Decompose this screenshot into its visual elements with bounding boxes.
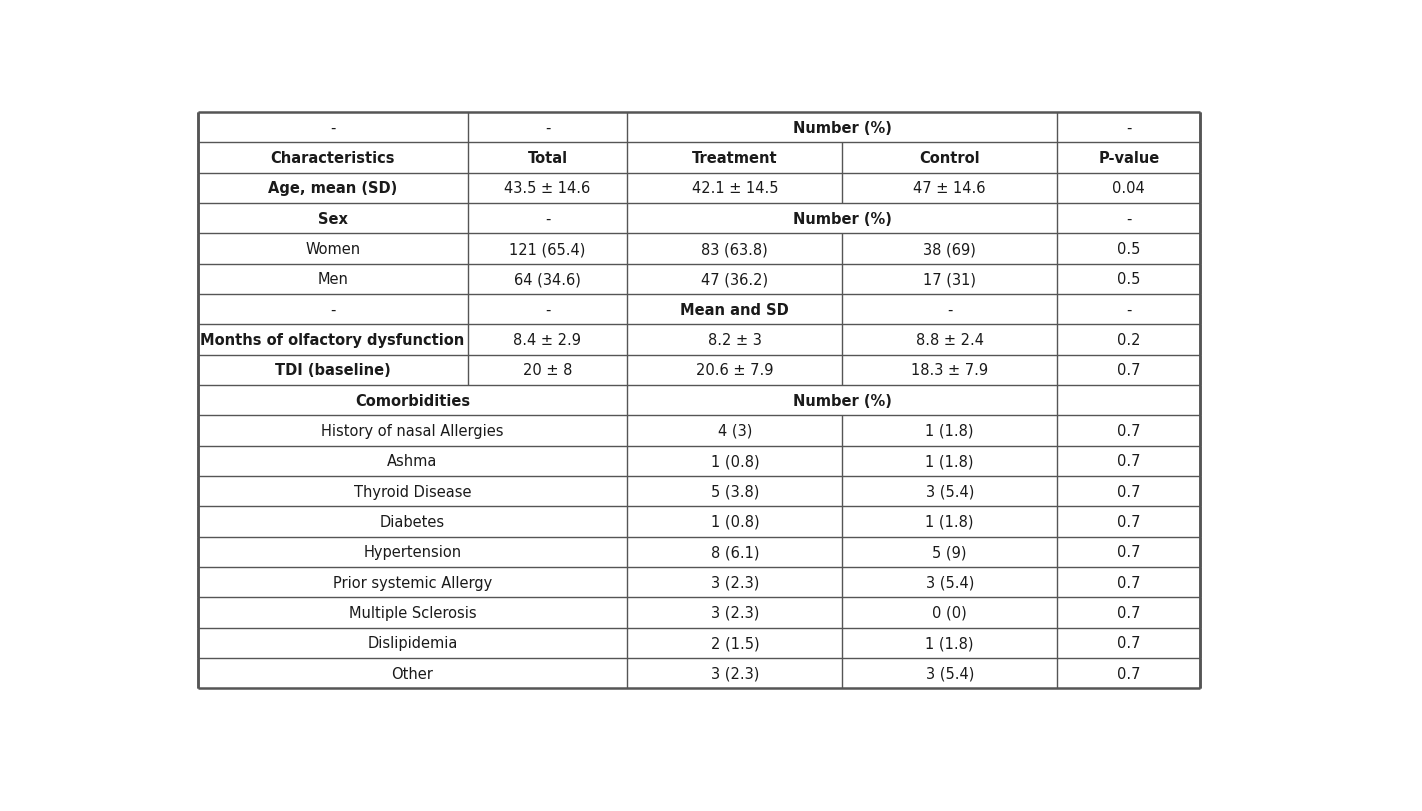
- Text: Dislipidemia: Dislipidemia: [367, 636, 458, 650]
- Text: 83 (63.8): 83 (63.8): [701, 242, 768, 257]
- Text: 47 (36.2): 47 (36.2): [701, 272, 768, 287]
- Text: Characteristics: Characteristics: [270, 151, 395, 166]
- Text: 0.7: 0.7: [1118, 666, 1140, 680]
- Text: 0.7: 0.7: [1118, 575, 1140, 590]
- Text: 121 (65.4): 121 (65.4): [509, 242, 586, 257]
- Text: 8.4 ± 2.9: 8.4 ± 2.9: [513, 333, 582, 348]
- Text: Treatment: Treatment: [693, 151, 778, 166]
- Text: -: -: [330, 303, 336, 317]
- Text: 43.5 ± 14.6: 43.5 ± 14.6: [505, 181, 590, 196]
- Text: 8 (6.1): 8 (6.1): [711, 545, 759, 560]
- Text: 0.5: 0.5: [1118, 242, 1140, 257]
- Text: 8.8 ± 2.4: 8.8 ± 2.4: [916, 333, 984, 348]
- Text: Ashma: Ashma: [387, 453, 438, 469]
- Text: 3 (2.3): 3 (2.3): [711, 575, 759, 590]
- Text: 0.7: 0.7: [1118, 636, 1140, 650]
- Text: 4 (3): 4 (3): [718, 423, 752, 439]
- Text: Diabetes: Diabetes: [380, 514, 445, 530]
- Text: Number (%): Number (%): [793, 393, 892, 408]
- Text: Thyroid Disease: Thyroid Disease: [354, 484, 471, 499]
- Text: TDI (baseline): TDI (baseline): [274, 363, 391, 378]
- Text: 0.2: 0.2: [1118, 333, 1140, 348]
- Text: 0.04: 0.04: [1112, 181, 1145, 196]
- Text: 0.7: 0.7: [1118, 545, 1140, 560]
- Text: -: -: [545, 121, 550, 135]
- Text: Age, mean (SD): Age, mean (SD): [267, 181, 397, 196]
- Text: Number (%): Number (%): [793, 121, 892, 135]
- Text: 0.7: 0.7: [1118, 484, 1140, 499]
- Text: Multiple Sclerosis: Multiple Sclerosis: [348, 605, 476, 620]
- Text: 0.7: 0.7: [1118, 453, 1140, 469]
- Text: 5 (9): 5 (9): [933, 545, 967, 560]
- Text: -: -: [1126, 121, 1132, 135]
- Text: Hypertension: Hypertension: [364, 545, 462, 560]
- Text: History of nasal Allergies: History of nasal Allergies: [321, 423, 503, 439]
- Text: Number (%): Number (%): [793, 212, 892, 226]
- Text: P-value: P-value: [1098, 151, 1159, 166]
- Text: Mean and SD: Mean and SD: [681, 303, 789, 317]
- Text: Months of olfactory dysfunction: Months of olfactory dysfunction: [201, 333, 465, 348]
- Text: 5 (3.8): 5 (3.8): [711, 484, 759, 499]
- Text: 0.7: 0.7: [1118, 605, 1140, 620]
- Text: 1 (1.8): 1 (1.8): [926, 514, 974, 530]
- Text: Other: Other: [391, 666, 434, 680]
- Text: 64 (34.6): 64 (34.6): [513, 272, 582, 287]
- Text: Men: Men: [317, 272, 348, 287]
- Text: 3 (5.4): 3 (5.4): [926, 575, 974, 590]
- Text: -: -: [545, 212, 550, 226]
- Text: -: -: [1126, 303, 1132, 317]
- Text: 0 (0): 0 (0): [933, 605, 967, 620]
- Text: 0.7: 0.7: [1118, 514, 1140, 530]
- Text: Sex: Sex: [317, 212, 347, 226]
- Text: 20.6 ± 7.9: 20.6 ± 7.9: [697, 363, 774, 378]
- Text: 47 ± 14.6: 47 ± 14.6: [913, 181, 985, 196]
- Text: Comorbidities: Comorbidities: [356, 393, 471, 408]
- Text: Total: Total: [528, 151, 567, 166]
- Text: 3 (5.4): 3 (5.4): [926, 666, 974, 680]
- Text: -: -: [330, 121, 336, 135]
- Text: 20 ± 8: 20 ± 8: [523, 363, 572, 378]
- Text: 8.2 ± 3: 8.2 ± 3: [708, 333, 762, 348]
- Text: 1 (0.8): 1 (0.8): [711, 514, 759, 530]
- Text: 18.3 ± 7.9: 18.3 ± 7.9: [912, 363, 988, 378]
- Text: 0.5: 0.5: [1118, 272, 1140, 287]
- Text: 0.7: 0.7: [1118, 363, 1140, 378]
- Text: Control: Control: [920, 151, 980, 166]
- Text: 1 (1.8): 1 (1.8): [926, 636, 974, 650]
- Text: 0.7: 0.7: [1118, 423, 1140, 439]
- Text: 1 (0.8): 1 (0.8): [711, 453, 759, 469]
- Text: 2 (1.5): 2 (1.5): [711, 636, 759, 650]
- Text: 3 (2.3): 3 (2.3): [711, 605, 759, 620]
- Text: 1 (1.8): 1 (1.8): [926, 453, 974, 469]
- Text: Women: Women: [306, 242, 360, 257]
- Text: 38 (69): 38 (69): [923, 242, 975, 257]
- Text: 1 (1.8): 1 (1.8): [926, 423, 974, 439]
- Text: -: -: [947, 303, 953, 317]
- Text: -: -: [545, 303, 550, 317]
- Text: 3 (2.3): 3 (2.3): [711, 666, 759, 680]
- Text: Prior systemic Allergy: Prior systemic Allergy: [333, 575, 492, 590]
- Text: 17 (31): 17 (31): [923, 272, 977, 287]
- Text: 3 (5.4): 3 (5.4): [926, 484, 974, 499]
- Text: 42.1 ± 14.5: 42.1 ± 14.5: [691, 181, 778, 196]
- Text: -: -: [1126, 212, 1132, 226]
